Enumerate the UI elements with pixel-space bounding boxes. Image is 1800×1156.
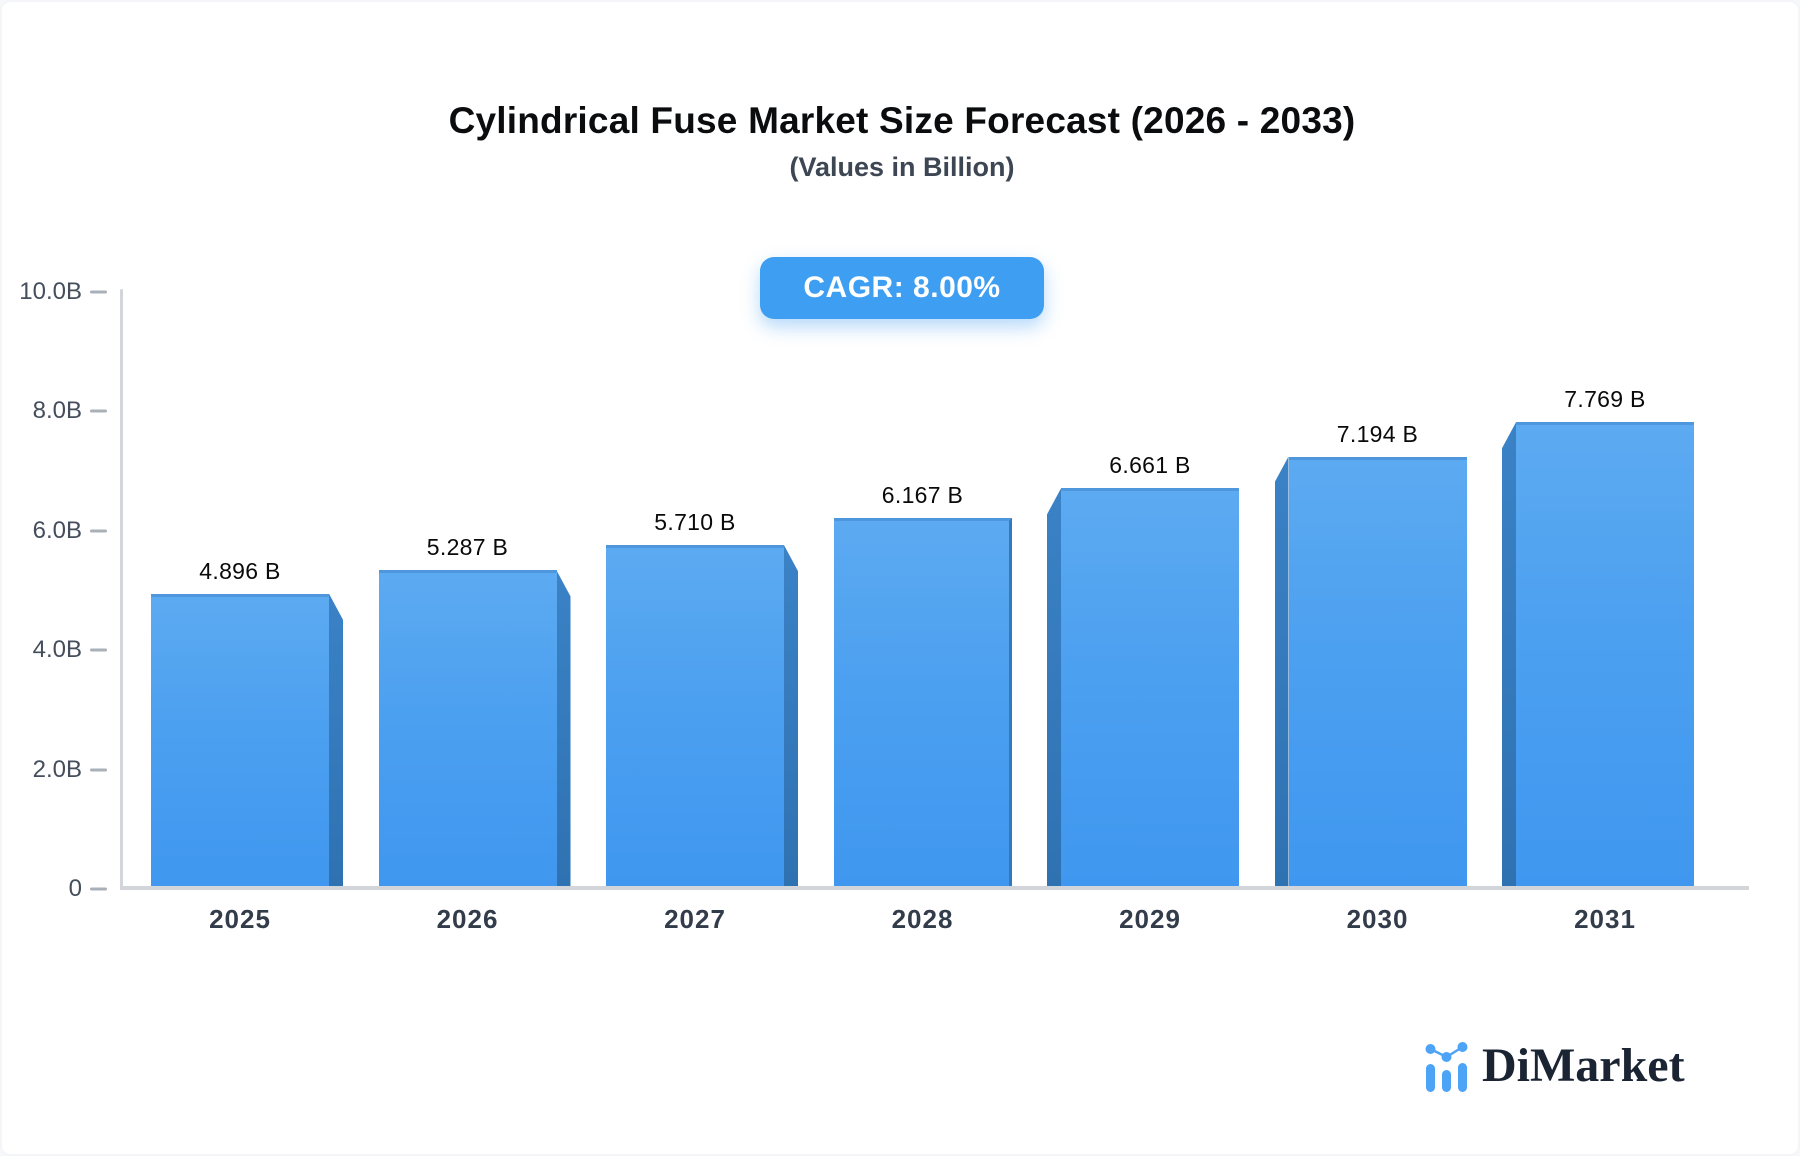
y-axis-tick-label: 8.0B [32, 397, 82, 425]
cagr-badge-wrap: CAGR: 8.00% [2, 257, 1798, 319]
y-axis-tick-label: 10.0B [19, 278, 82, 305]
bar-value-label-2026: 5.287 B [426, 534, 509, 561]
bar-2028[interactable] [833, 517, 1012, 886]
dimarket-logo[interactable]: DiMarket [1424, 1038, 1685, 1093]
bar-side-face-2026 [556, 570, 571, 886]
y-axis-tick-label: 0 [68, 875, 82, 902]
y-axis-tick-mark [90, 768, 107, 772]
y-axis-tick-label: 4.0B [32, 636, 82, 664]
x-axis-baseline [120, 886, 1749, 890]
bar-value-label-2025: 4.896 B [199, 557, 281, 584]
bar-value-label-2029: 6.661 B [1109, 452, 1191, 479]
x-axis-label-2030: 2030 [1346, 904, 1409, 934]
x-axis-label-2028: 2028 [891, 904, 954, 934]
bar-2031[interactable] [1516, 422, 1694, 886]
bar-value-label-2028: 6.167 B [881, 481, 964, 508]
bar-2029[interactable] [1061, 488, 1239, 886]
bar-value-label-2027: 5.710 B [654, 509, 736, 536]
dimarket-logo-icon [1425, 1041, 1468, 1092]
cagr-badge: CAGR: 8.00% [760, 257, 1044, 319]
x-axis-label-2029: 2029 [1119, 904, 1181, 934]
bar-2026[interactable] [378, 570, 557, 886]
chart-subtitle: (Values in Billion) [789, 152, 1015, 182]
x-axis-label-2031: 2031 [1574, 904, 1636, 934]
y-axis-tick-mark [90, 290, 107, 294]
x-axis-label-2026: 2026 [436, 904, 499, 934]
bar-value-label-2031: 7.769 B [1564, 386, 1646, 413]
bar-side-face-2031 [1502, 422, 1516, 886]
bar-side-face-2025 [329, 593, 343, 886]
chart-title: Cylindrical Fuse Market Size Forecast (2… [448, 100, 1356, 141]
bar-2027[interactable] [606, 545, 784, 886]
y-axis-line [120, 289, 123, 890]
bar-2030[interactable] [1288, 456, 1467, 886]
dimarket-logo-text: DiMarket [1482, 1039, 1685, 1092]
y-axis-tick-mark [90, 409, 107, 413]
y-axis-tick-mark [90, 887, 107, 891]
x-axis-label-2025: 2025 [209, 904, 271, 934]
bar-value-label-2030: 7.194 B [1336, 420, 1419, 447]
y-axis-tick-label: 2.0B [32, 755, 82, 783]
bar-side-face-2029 [1047, 488, 1061, 886]
y-axis-tick-mark [90, 648, 107, 652]
y-axis-tick-label: 6.0B [32, 516, 82, 544]
bar-side-face-2027 [784, 545, 798, 886]
y-axis-tick-mark [90, 529, 107, 533]
x-axis-label-2027: 2027 [664, 904, 726, 934]
bar-side-face-2030 [1274, 456, 1289, 886]
bar-2025[interactable] [151, 593, 329, 886]
